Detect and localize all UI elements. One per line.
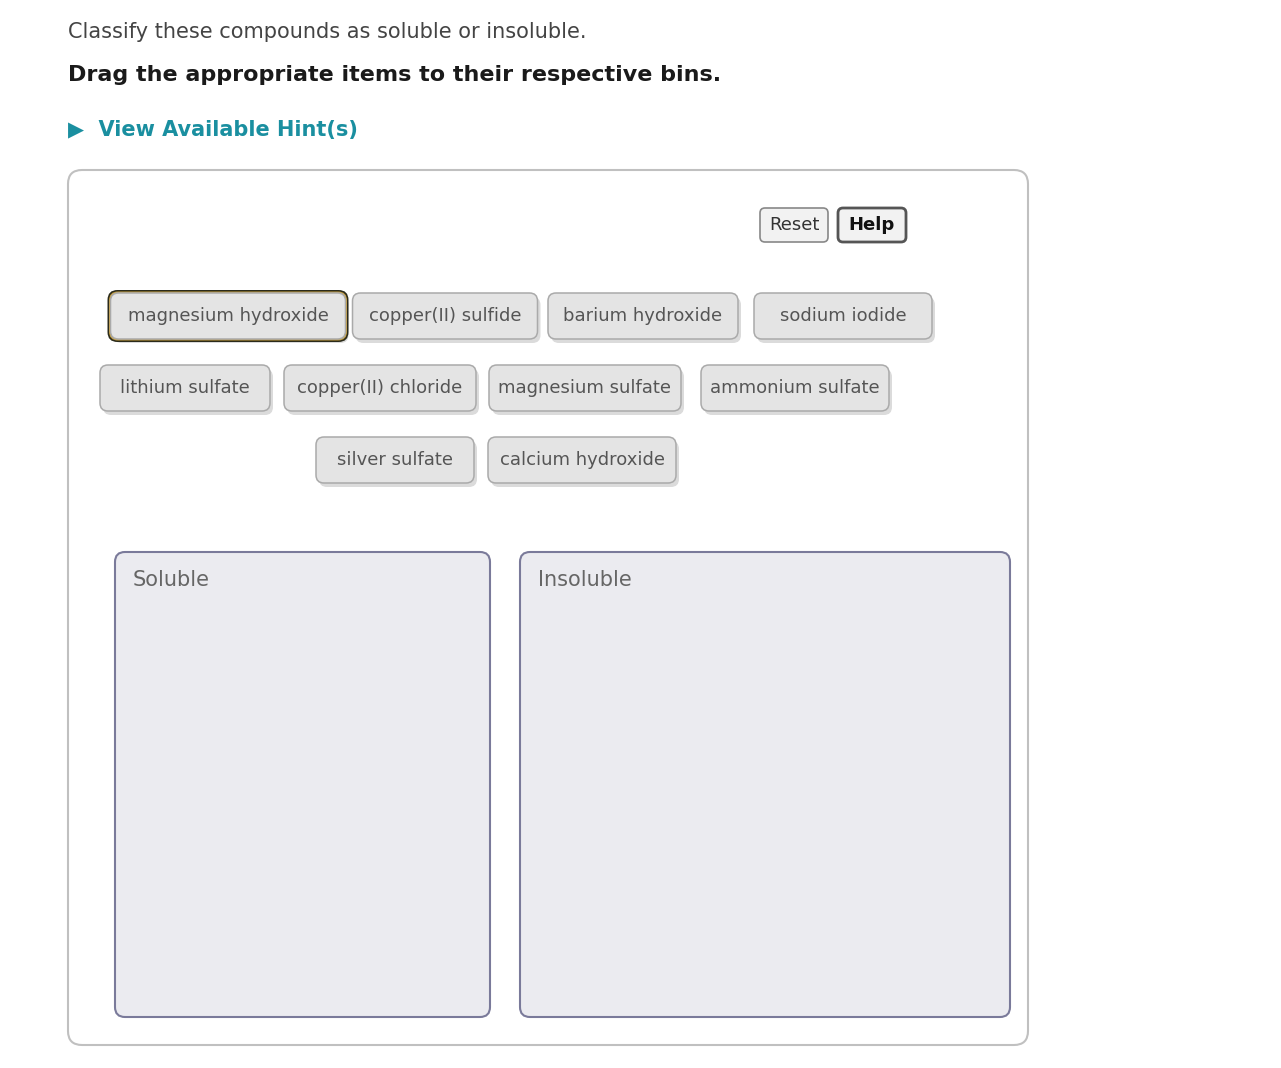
FancyBboxPatch shape [284, 365, 477, 411]
Text: Reset: Reset [769, 216, 819, 234]
Text: magnesium hydroxide: magnesium hydroxide [128, 307, 328, 325]
FancyBboxPatch shape [488, 437, 676, 483]
Text: lithium sulfate: lithium sulfate [120, 379, 250, 397]
FancyBboxPatch shape [316, 437, 474, 483]
FancyBboxPatch shape [110, 293, 346, 339]
FancyBboxPatch shape [838, 208, 906, 242]
FancyBboxPatch shape [109, 292, 347, 341]
Text: calcium hydroxide: calcium hydroxide [500, 451, 665, 469]
Text: Insoluble: Insoluble [538, 570, 632, 590]
FancyBboxPatch shape [100, 365, 270, 411]
FancyBboxPatch shape [760, 208, 828, 242]
Text: sodium iodide: sodium iodide [780, 307, 907, 325]
Text: ammonium sulfate: ammonium sulfate [710, 379, 880, 397]
Text: Help: Help [849, 216, 895, 234]
FancyBboxPatch shape [108, 290, 348, 342]
FancyBboxPatch shape [115, 552, 491, 1017]
FancyBboxPatch shape [755, 293, 933, 339]
FancyBboxPatch shape [492, 370, 684, 415]
FancyBboxPatch shape [705, 370, 892, 415]
FancyBboxPatch shape [319, 441, 477, 487]
Text: barium hydroxide: barium hydroxide [564, 307, 722, 325]
Text: copper(II) sulfide: copper(II) sulfide [369, 307, 521, 325]
Text: Drag the appropriate items to their respective bins.: Drag the appropriate items to their resp… [68, 65, 721, 85]
FancyBboxPatch shape [356, 297, 541, 343]
FancyBboxPatch shape [287, 370, 479, 415]
FancyBboxPatch shape [68, 170, 1027, 1045]
FancyBboxPatch shape [489, 365, 681, 411]
FancyBboxPatch shape [551, 297, 740, 343]
FancyBboxPatch shape [102, 370, 273, 415]
FancyBboxPatch shape [491, 441, 679, 487]
FancyBboxPatch shape [701, 365, 889, 411]
Text: copper(II) chloride: copper(II) chloride [297, 379, 462, 397]
FancyBboxPatch shape [757, 297, 935, 343]
Text: Soluble: Soluble [133, 570, 210, 590]
FancyBboxPatch shape [114, 297, 348, 343]
Text: Classify these compounds as soluble or insoluble.: Classify these compounds as soluble or i… [68, 22, 587, 42]
FancyBboxPatch shape [520, 552, 1009, 1017]
Text: magnesium sulfate: magnesium sulfate [498, 379, 671, 397]
Text: silver sulfate: silver sulfate [337, 451, 453, 469]
FancyBboxPatch shape [352, 293, 538, 339]
FancyBboxPatch shape [548, 293, 738, 339]
Text: ▶  View Available Hint(s): ▶ View Available Hint(s) [68, 120, 357, 140]
